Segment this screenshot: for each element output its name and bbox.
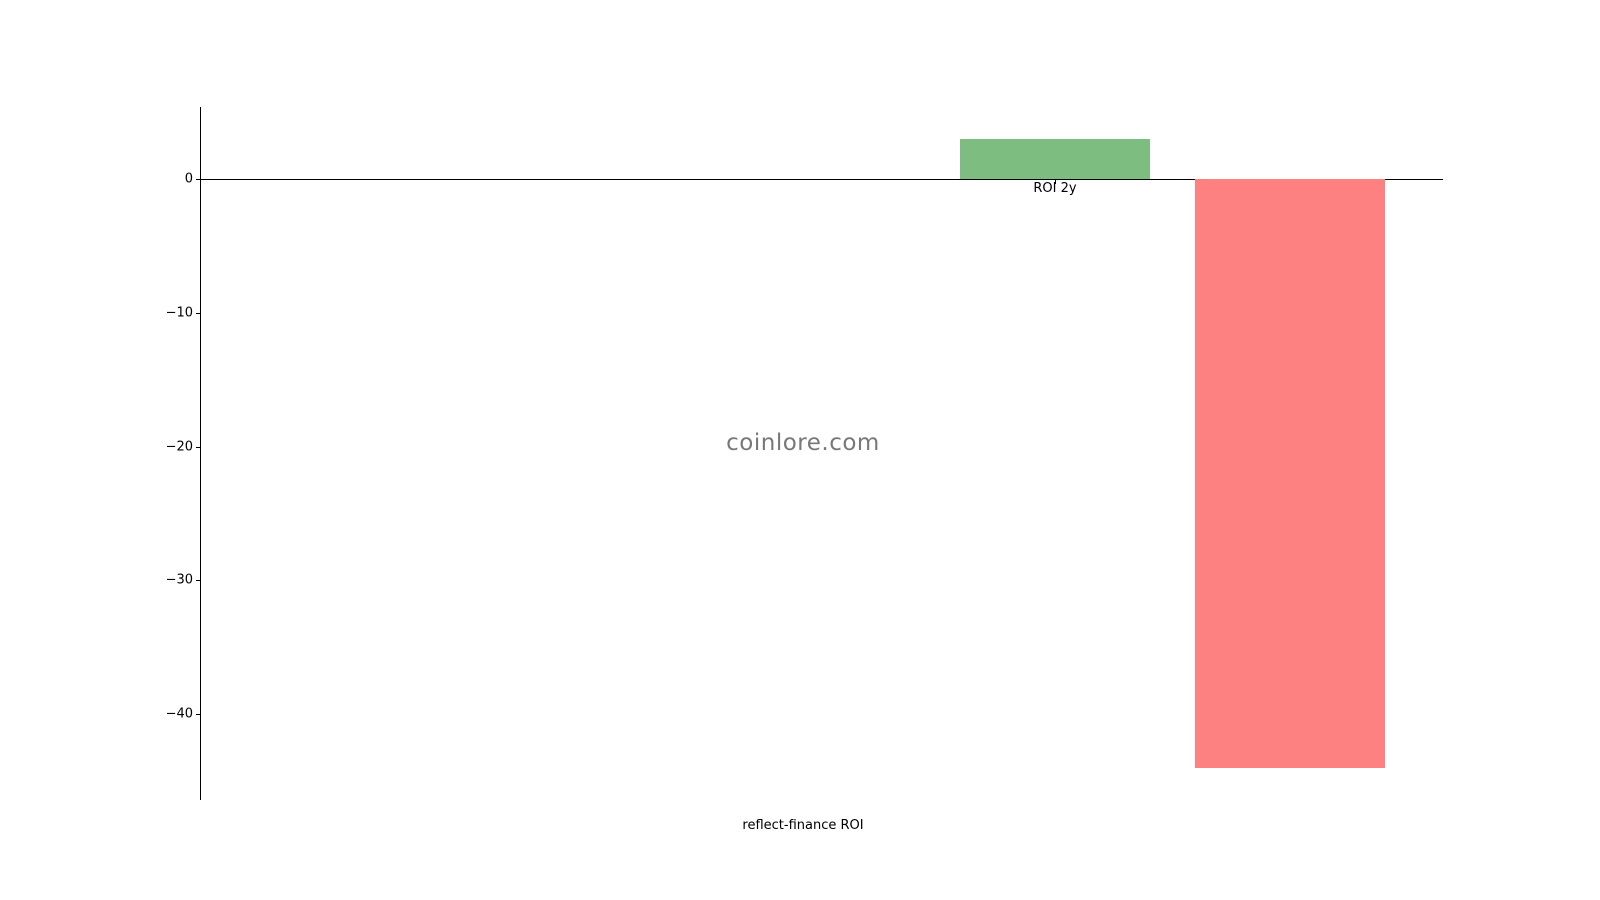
x-axis-zero-line <box>200 179 1443 180</box>
y-tick-mark <box>196 580 200 582</box>
y-tick-mark <box>196 312 200 314</box>
y-tick-mark <box>196 714 200 716</box>
y-axis-line <box>200 107 201 800</box>
x-tick-label: ROI 2y <box>1033 181 1077 196</box>
bar-roi-2y <box>960 138 1150 179</box>
y-tick-mark <box>196 446 200 448</box>
x-axis-title: reflect-finance ROI <box>742 818 864 833</box>
y-tick-label: −20 <box>165 439 193 455</box>
y-tick-mark <box>196 179 200 180</box>
watermark: coinlore.com <box>726 430 880 456</box>
y-tick-label: −10 <box>165 305 193 321</box>
bar-series-1 <box>1195 179 1385 768</box>
y-tick-label: −40 <box>165 706 193 722</box>
x-tick-mark <box>1055 180 1056 184</box>
y-tick-label: −30 <box>165 572 193 588</box>
y-tick-label: 0 <box>184 171 193 187</box>
